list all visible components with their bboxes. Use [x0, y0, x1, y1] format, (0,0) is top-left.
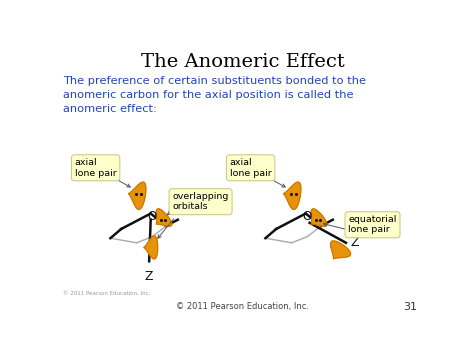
Text: The preference of certain substituents bonded to the
anomeric carbon for the axi: The preference of certain substituents b…	[63, 76, 366, 114]
Text: 31: 31	[403, 302, 417, 312]
Text: © 2011 Pearson Education, Inc.: © 2011 Pearson Education, Inc.	[63, 290, 151, 295]
Text: Z: Z	[145, 270, 154, 283]
Text: Z: Z	[351, 236, 359, 249]
Text: overlapping
orbitals: overlapping orbitals	[173, 192, 229, 211]
Polygon shape	[311, 209, 327, 226]
Text: O: O	[302, 210, 312, 223]
Text: The Anomeric Effect: The Anomeric Effect	[141, 53, 345, 71]
Polygon shape	[156, 209, 172, 226]
Polygon shape	[128, 182, 146, 209]
Polygon shape	[144, 236, 158, 259]
Polygon shape	[330, 241, 351, 259]
Polygon shape	[283, 182, 301, 209]
Text: O: O	[147, 210, 157, 223]
Text: axial
lone pair: axial lone pair	[230, 158, 272, 178]
Text: equatorial
lone pair: equatorial lone pair	[348, 215, 397, 235]
Text: © 2011 Pearson Education, Inc.: © 2011 Pearson Education, Inc.	[176, 302, 310, 311]
Text: axial
lone pair: axial lone pair	[75, 158, 117, 178]
